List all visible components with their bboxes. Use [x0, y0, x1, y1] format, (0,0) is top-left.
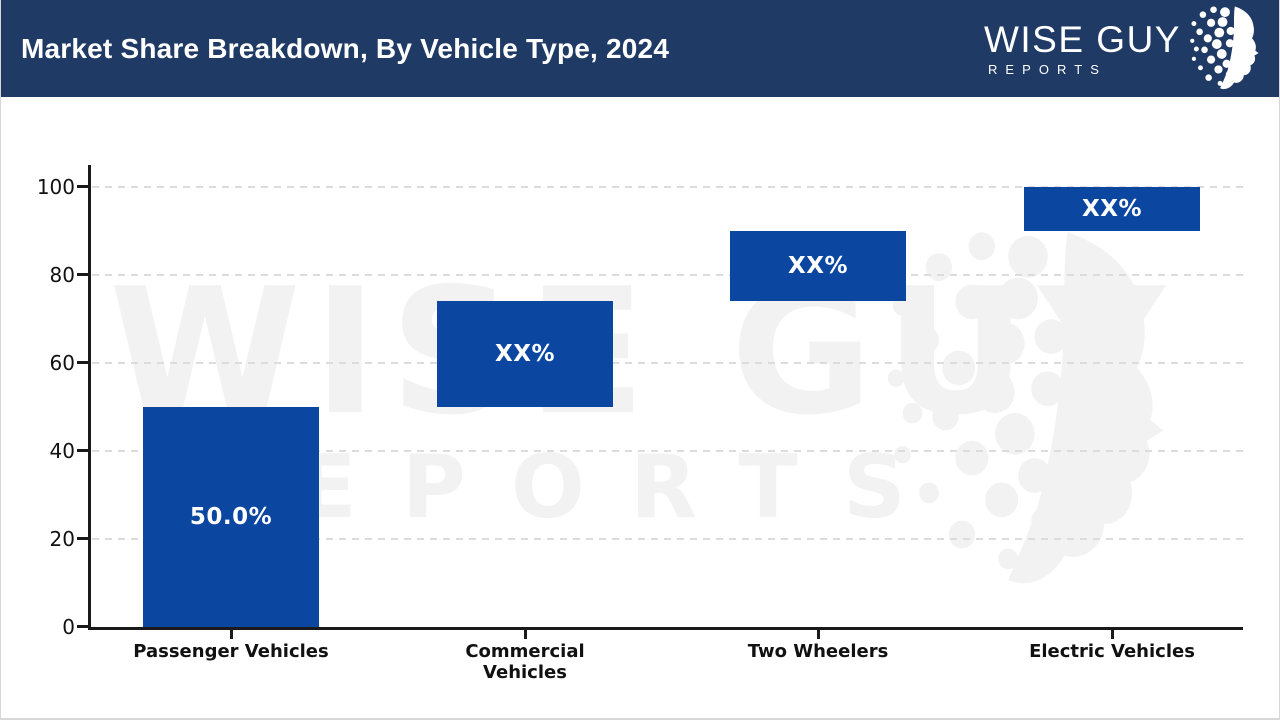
y-axis-tick-label: 0 [62, 615, 75, 639]
header-bar: Market Share Breakdown, By Vehicle Type,… [1, 0, 1279, 97]
bar-commercial-vehicles: XX% [437, 301, 613, 407]
bar-electric-vehicles: XX% [1024, 187, 1200, 231]
watermark-head-icon [887, 232, 1164, 584]
gridline [92, 186, 1243, 188]
x-axis-category-label: Passenger Vehicles [133, 641, 329, 662]
x-axis-category-label: Electric Vehicles [1029, 641, 1195, 662]
y-axis-tick-label: 80 [49, 263, 75, 287]
brand-subtitle: REPORTS [987, 61, 1107, 77]
brand-logo-text: WISE GUY REPORTS [984, 21, 1181, 77]
bar-passenger-vehicles: 50.0% [143, 407, 319, 627]
gridline [92, 362, 1243, 364]
bar-value-label: XX% [1081, 196, 1142, 222]
y-axis-tick-label: 100 [36, 175, 75, 199]
y-axis-tick [77, 185, 89, 188]
y-axis-tick-label: 40 [49, 439, 75, 463]
x-axis-category-label: Commercial Vehicles [465, 641, 585, 684]
y-axis-tick [77, 625, 89, 628]
chart-title: Market Share Breakdown, By Vehicle Type,… [21, 32, 670, 64]
y-axis-tick-label: 60 [49, 351, 75, 375]
y-axis-tick [77, 449, 89, 452]
y-axis-tick [77, 537, 89, 540]
bar-value-label: XX% [787, 253, 848, 280]
y-axis-tick [77, 273, 89, 276]
brand-name: WISE GUY [983, 18, 1181, 60]
brand-head-icon [1190, 5, 1259, 89]
y-axis-tick [77, 361, 89, 364]
gridline [92, 538, 1243, 540]
x-axis-tick [817, 630, 820, 639]
x-axis-category-label: Two Wheelers [747, 641, 889, 662]
x-axis-tick [230, 630, 233, 639]
bar-value-label: 50.0% [189, 504, 273, 530]
y-axis-tick-label: 20 [49, 527, 75, 551]
x-axis-tick [1111, 630, 1114, 639]
bar-value-label: XX% [494, 341, 555, 368]
brand-logo: WISE GUY REPORTS [984, 4, 1267, 94]
y-axis [88, 165, 91, 630]
gridline [92, 450, 1243, 452]
bar-two-wheelers: XX% [730, 231, 906, 302]
x-axis [88, 627, 1243, 630]
x-axis-tick [524, 630, 527, 639]
gridline [92, 274, 1243, 276]
